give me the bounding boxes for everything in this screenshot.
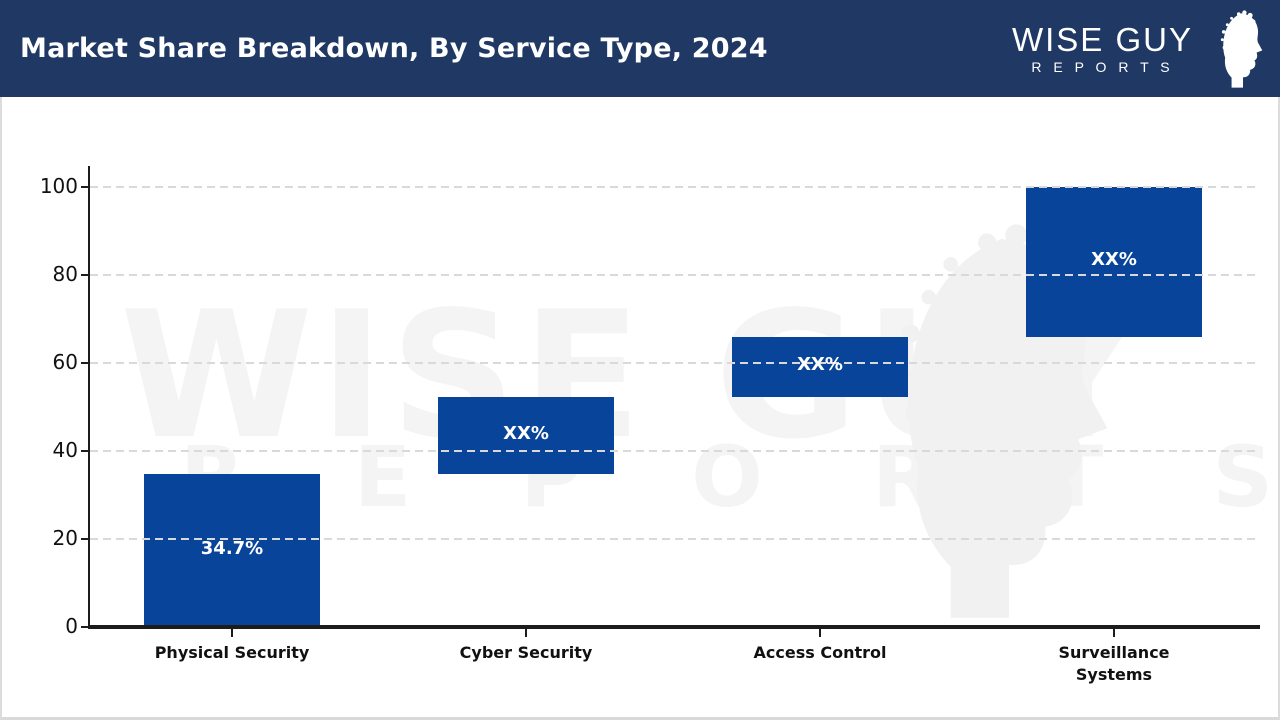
x-tick-1 xyxy=(525,629,527,637)
logo-wordmark-line2: R E P O R T S xyxy=(1031,59,1174,75)
x-axis-line xyxy=(88,625,1260,629)
gridline-y40 xyxy=(90,450,1260,452)
watermark-text-line2: R E P O R T S xyxy=(180,428,1280,526)
bar-value-label: XX% xyxy=(797,353,843,375)
gridline-y100 xyxy=(90,186,1260,188)
gridline-y80 xyxy=(90,274,1260,276)
y-tick-label-80: 80 xyxy=(52,262,78,286)
x-tick-2 xyxy=(819,629,821,637)
y-axis-line xyxy=(88,166,90,629)
category-label-2: Access Control xyxy=(753,643,887,662)
x-tick-3 xyxy=(1113,629,1115,637)
logo-wordmark: WISE GUY R E P O R T S xyxy=(1012,23,1193,74)
x-tick-0 xyxy=(231,629,233,637)
bar-access-control xyxy=(732,336,908,397)
y-tick-80 xyxy=(81,274,88,276)
bar-value-label: XX% xyxy=(1091,248,1137,270)
bar-surveillance-systems xyxy=(1026,187,1202,337)
y-tick-0 xyxy=(81,626,88,628)
bar-cyber-security xyxy=(438,396,614,475)
chart-area: WISE GUY R E P O R T S 0 20 40 60 80 100 34.7%… xyxy=(0,97,1280,720)
y-tick-60 xyxy=(81,362,88,364)
y-tick-label-20: 20 xyxy=(52,526,78,550)
y-tick-100 xyxy=(81,186,88,188)
y-tick-label-0: 0 xyxy=(65,614,78,638)
y-tick-label-40: 40 xyxy=(52,438,78,462)
y-tick-label-60: 60 xyxy=(52,350,78,374)
logo-wordmark-line1: WISE GUY xyxy=(1011,21,1193,58)
bar-value-label: XX% xyxy=(503,422,549,444)
logo-face-icon xyxy=(1220,9,1263,88)
category-label-1: Cyber Security xyxy=(459,643,593,662)
category-label-3: Surveillance Systems xyxy=(1058,643,1170,684)
header: Market Share Breakdown, By Service Type,… xyxy=(0,0,1280,97)
y-tick-20 xyxy=(81,538,88,540)
y-tick-40 xyxy=(81,450,88,452)
bar-value-label: 34.7% xyxy=(200,537,264,559)
bar-physical-security xyxy=(144,474,320,627)
category-label-0: Physical Security xyxy=(154,643,310,662)
page-title: Market Share Breakdown, By Service Type,… xyxy=(20,33,768,64)
wise-guy-logo: WISE GUY R E P O R T S xyxy=(1012,9,1266,89)
gridline-y60 xyxy=(90,362,1260,364)
gridline-y20 xyxy=(90,538,1260,540)
y-tick-label-100: 100 xyxy=(39,174,78,198)
